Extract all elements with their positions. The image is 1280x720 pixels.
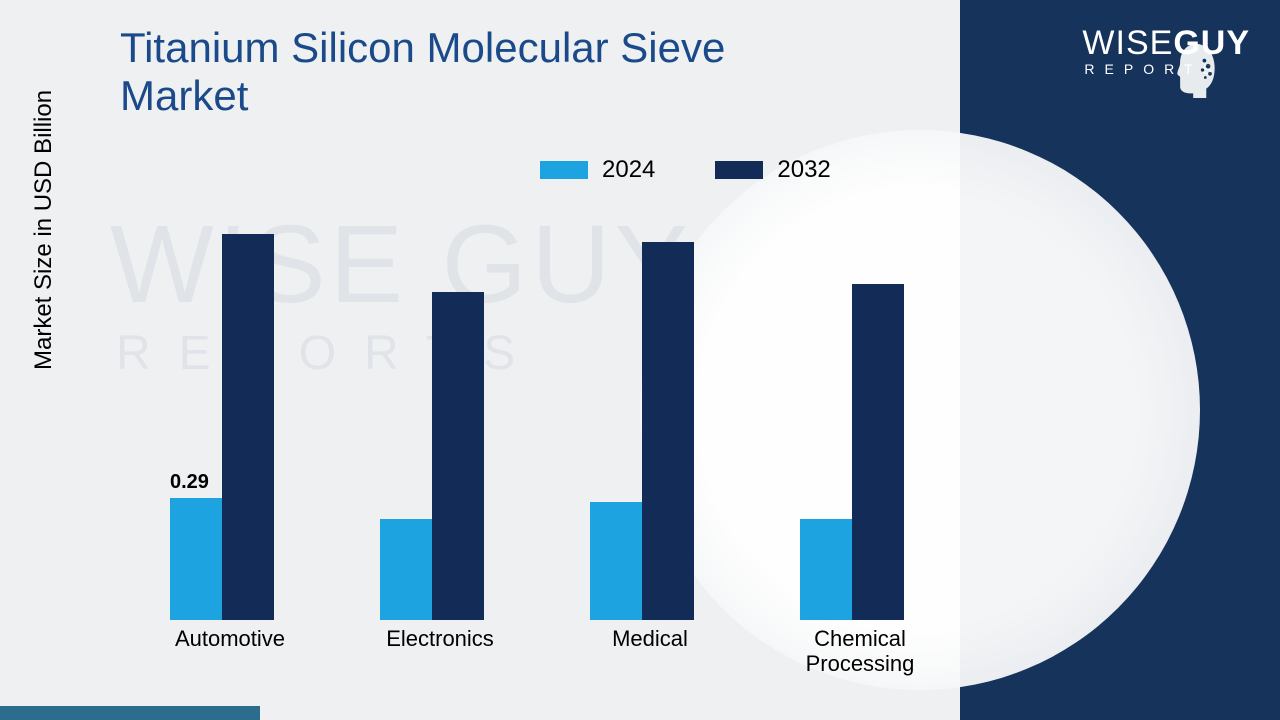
bar	[222, 234, 274, 620]
bar	[380, 519, 432, 620]
logo-text-main: WISEGUY	[1082, 24, 1250, 63]
bottom-accent-bar	[0, 706, 260, 720]
legend: 2024 2032	[540, 156, 831, 184]
bar-group: Medical	[580, 200, 720, 620]
bar	[170, 498, 222, 620]
bar-value-label: 0.29	[170, 471, 209, 494]
legend-swatch-2032	[715, 161, 763, 179]
bar-group: Electronics	[370, 200, 510, 620]
logo-word-1: WISE	[1082, 24, 1173, 62]
plot-region: 0.29Automotive Electronics Medical Chemical…	[160, 200, 980, 620]
bar	[590, 502, 642, 620]
x-axis-category-label: Automotive	[130, 620, 330, 651]
legend-item-2024: 2024	[540, 156, 655, 184]
brand-logo: WISEGUY REPORTS	[1082, 24, 1250, 77]
x-axis-category-label: Chemical Processing	[760, 620, 960, 677]
bar-group: 0.29Automotive	[160, 200, 300, 620]
page-root: WISEGUY REPORTS WISE GUY REPORTS Titaniu…	[0, 0, 1280, 720]
y-axis-label: Market Size in USD Billion	[30, 90, 58, 370]
bar	[800, 519, 852, 620]
legend-label-2024: 2024	[602, 156, 655, 184]
chart-title: Titanium Silicon Molecular Sieve Market	[120, 24, 860, 121]
legend-item-2032: 2032	[715, 156, 830, 184]
bar	[432, 292, 484, 620]
x-axis-category-label: Electronics	[340, 620, 540, 651]
legend-swatch-2024	[540, 161, 588, 179]
x-axis-category-label: Medical	[550, 620, 750, 651]
chart-area: Market Size in USD Billion 2024 2032 0.2…	[60, 150, 1000, 690]
bar	[852, 284, 904, 620]
bar	[642, 242, 694, 620]
logo-text-sub: REPORTS	[1082, 61, 1250, 77]
legend-label-2032: 2032	[777, 156, 830, 184]
head-silhouette-icon	[1172, 42, 1220, 98]
bar-group: Chemical Processing	[790, 200, 930, 620]
